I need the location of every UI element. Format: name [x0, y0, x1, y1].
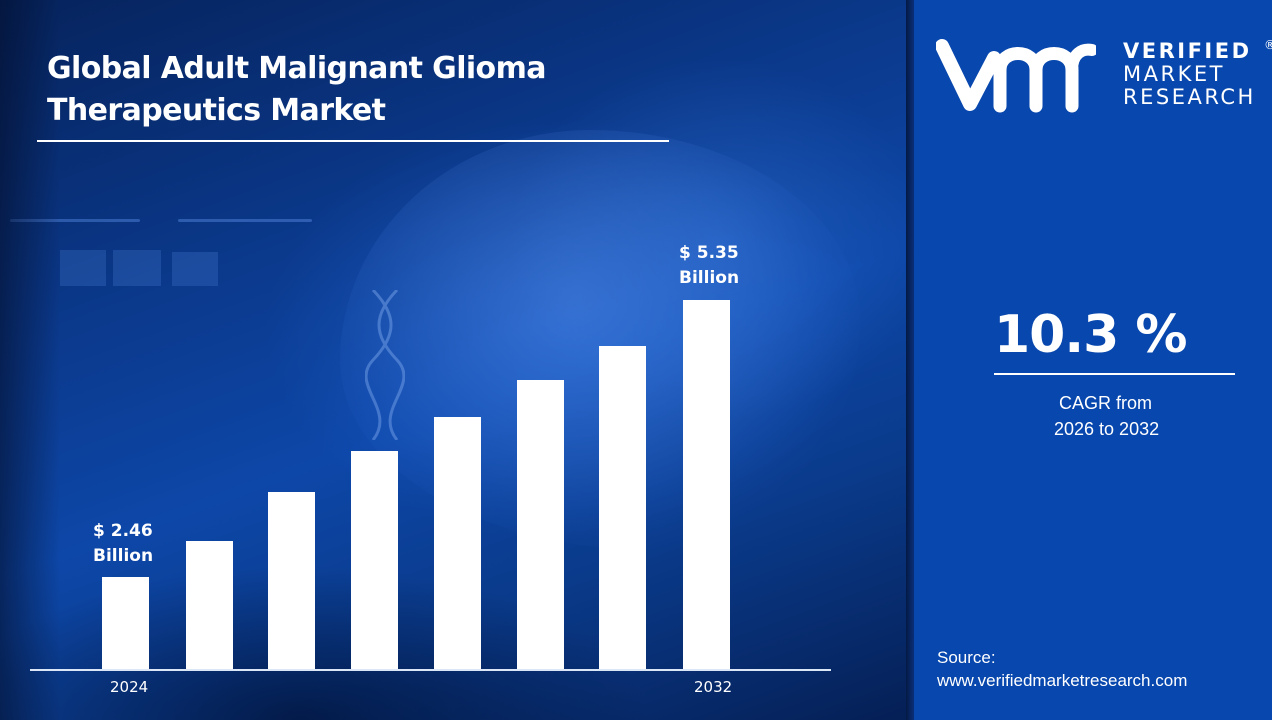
page-title: Global Adult Malignant Glioma Therapeuti… — [47, 48, 687, 132]
brand-line-3: RESEARCH — [1123, 85, 1256, 109]
background-decoration — [60, 250, 106, 286]
title-underline — [37, 140, 669, 142]
background-decoration — [172, 252, 218, 286]
title-line-2: Therapeutics Market — [47, 93, 386, 128]
cagr-value: 10.3 % — [994, 305, 1188, 365]
x-axis-line — [30, 669, 831, 671]
source-label: Source: — [937, 648, 996, 667]
bar-2027 — [351, 451, 398, 669]
bar-2030 — [599, 346, 646, 669]
registered-mark: ® — [1264, 38, 1276, 52]
end-unit: Billion — [679, 268, 740, 288]
bar-2029 — [517, 380, 564, 669]
source-url: www.verifiedmarketresearch.com — [937, 671, 1188, 690]
bar-chart: $ 2.46 Billion $ 5.35 Billion 2024 2032 — [30, 241, 831, 696]
panel-divider — [906, 0, 914, 720]
background-decoration — [178, 219, 312, 222]
brand-logo: VERIFIED MARKET RESEARCH ® — [935, 38, 1276, 118]
dna-helix-icon — [365, 290, 405, 440]
bar-2028 — [434, 417, 481, 669]
brand-name: VERIFIED MARKET RESEARCH — [1123, 40, 1256, 109]
x-tick-2032: 2032 — [694, 678, 733, 696]
start-value: $ 2.46 — [93, 521, 153, 541]
background-decoration — [113, 250, 161, 286]
cagr-caption-line-2: 2026 to 2032 — [1054, 419, 1160, 439]
cagr-underline — [994, 373, 1235, 375]
x-tick-2024: 2024 — [110, 678, 149, 696]
end-value-label: $ 5.35 Billion — [679, 241, 739, 291]
bar-2032 — [683, 300, 730, 669]
title-line-1: Global Adult Malignant Glioma — [47, 51, 546, 86]
start-value-label: $ 2.46 Billion — [93, 519, 153, 569]
background-decoration — [10, 219, 140, 222]
bar-2025 — [186, 541, 233, 669]
bar-2026 — [268, 492, 315, 669]
cagr-caption-line-1: CAGR from — [1059, 393, 1153, 413]
vmr-logo-icon — [935, 39, 1098, 113]
end-value: $ 5.35 — [679, 243, 739, 263]
summary-panel: VERIFIED MARKET RESEARCH ® 10.3 % CAGR f… — [914, 0, 1276, 720]
cagr-caption: CAGR from 2026 to 2032 — [1034, 390, 1194, 442]
start-unit: Billion — [93, 546, 154, 566]
brand-line-1: VERIFIED — [1123, 39, 1252, 63]
source-attribution: Source: www.verifiedmarketresearch.com — [937, 646, 1187, 692]
bar-2024 — [102, 577, 149, 669]
brand-line-2: MARKET — [1123, 62, 1225, 86]
